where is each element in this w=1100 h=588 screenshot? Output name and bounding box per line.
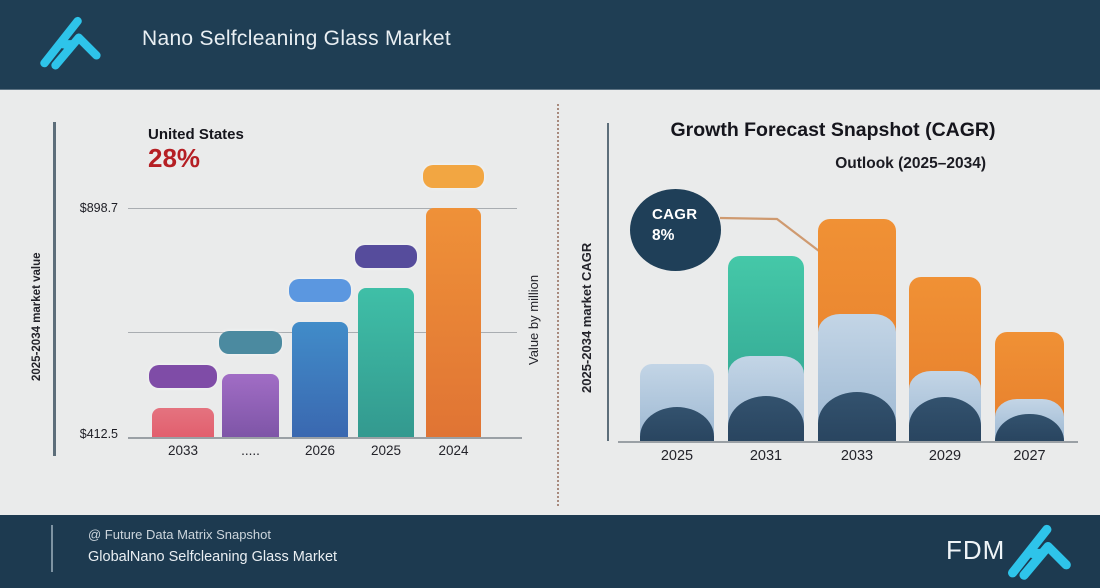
- x-axis-label-2031: 2031: [749, 448, 783, 464]
- cagr-badge: CAGR 8%: [630, 189, 721, 271]
- right-y-axis: [607, 123, 609, 441]
- dashed-divider: [557, 104, 559, 506]
- bar-.....: [222, 374, 279, 437]
- left-chart-highlight: 28%: [148, 143, 201, 173]
- footer-brand: FDM: [946, 535, 1006, 565]
- bar-cap-2026: [289, 279, 351, 302]
- left-chart-title: United States: [148, 126, 244, 143]
- gridline-898: [128, 208, 517, 209]
- right-chart-title: Growth Forecast Snapshot (CAGR): [670, 119, 996, 141]
- right-x-axis: [618, 441, 1078, 443]
- y-tick-898: $898.7: [79, 201, 118, 215]
- page-title: Nano Selfcleaning Glass Market: [142, 27, 451, 50]
- bar-2033: [152, 408, 214, 437]
- right-y-axis-title: 2025-2034 market CAGR: [579, 242, 594, 393]
- x-axis-label-2033: 2033: [167, 443, 199, 458]
- x-axis-label-2025: 2025: [660, 448, 694, 464]
- connector-line: [719, 216, 820, 252]
- bar-cap-2025: [355, 245, 417, 268]
- segment-2029-base: [909, 397, 981, 441]
- bar-2026: [292, 322, 348, 437]
- cagr-badge-value: 8%: [652, 227, 675, 244]
- bar-cap-2024: [423, 165, 484, 188]
- left-x-axis: [128, 437, 522, 439]
- bar-2025: [358, 288, 414, 437]
- bar-cap-2033: [149, 365, 217, 388]
- y-tick-412: $412.5: [79, 427, 118, 441]
- x-axis-label-2026: 2026: [304, 443, 336, 458]
- segment-2031-base: [728, 396, 804, 441]
- left-y-axis-title: 2025-2034 market value: [31, 252, 43, 382]
- bar-2024: [426, 208, 481, 437]
- connector-path: [719, 216, 820, 252]
- x-axis-label-.....: .....: [241, 443, 260, 458]
- bar-cap-.....: [219, 331, 282, 354]
- right-chart-subtitle: Outlook (2025–2034): [835, 155, 986, 172]
- footer: @ Future Data Matrix Snapshot GlobalNano…: [0, 515, 1100, 588]
- x-axis-label-2024: 2024: [438, 443, 469, 458]
- x-axis-label-2025: 2025: [370, 443, 402, 458]
- header: Nano Selfcleaning Glass Market: [0, 0, 1100, 90]
- footer-subject: GlobalNano Selfcleaning Glass Market: [88, 549, 338, 565]
- x-axis-label-2027: 2027: [1013, 448, 1046, 464]
- footer-credit: @ Future Data Matrix Snapshot: [88, 527, 271, 542]
- x-axis-label-2033: 2033: [840, 448, 874, 464]
- fdm-logo-icon: [1008, 524, 1071, 580]
- segment-2033-base: [818, 392, 896, 441]
- brand-logo-icon: [40, 16, 101, 70]
- cagr-badge-label: CAGR: [652, 206, 698, 223]
- footer-separator: [51, 525, 53, 572]
- x-axis-label-2029: 2029: [928, 448, 962, 464]
- value-by-million-label: Value by million: [526, 274, 541, 366]
- left-y-axis: [53, 122, 56, 456]
